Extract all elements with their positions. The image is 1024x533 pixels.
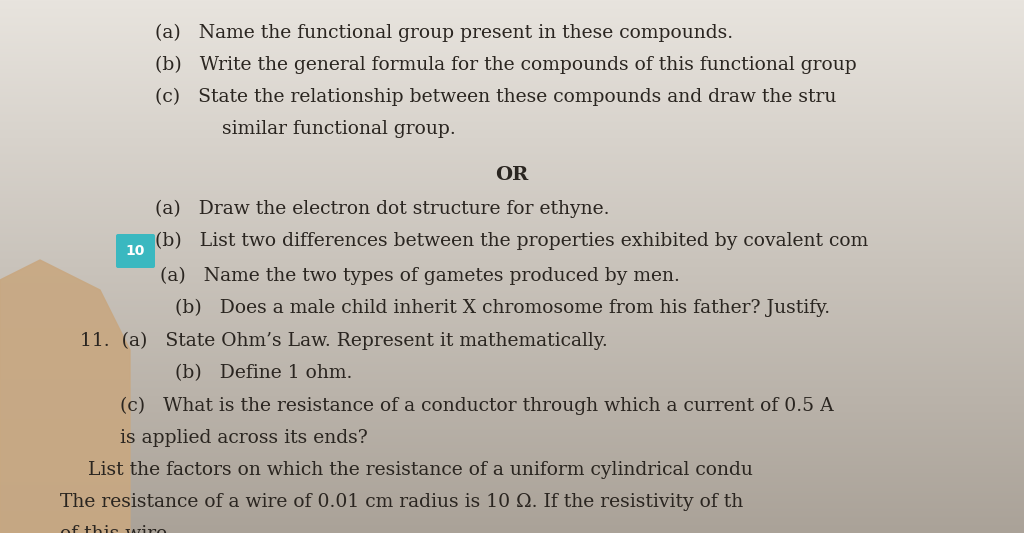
Text: (b)   List two differences between the properties exhibited by covalent com: (b) List two differences between the pro…: [155, 232, 868, 251]
Text: (c)   What is the resistance of a conductor through which a current of 0.5 A: (c) What is the resistance of a conducto…: [120, 397, 834, 415]
Text: (a)   Name the two types of gametes produced by men.: (a) Name the two types of gametes produc…: [160, 267, 680, 285]
Text: 11.  (a)   State Ohm’s Law. Represent it mathematically.: 11. (a) State Ohm’s Law. Represent it ma…: [80, 332, 608, 350]
Text: (b)   Define 1 ohm.: (b) Define 1 ohm.: [175, 364, 352, 382]
Text: The resistance of a wire of 0.01 cm radius is 10 Ω. If the resistivity of th: The resistance of a wire of 0.01 cm radi…: [60, 493, 743, 511]
Text: (a)   Draw the electron dot structure for ethyne.: (a) Draw the electron dot structure for …: [155, 200, 609, 218]
Text: (c)   State the relationship between these compounds and draw the stru: (c) State the relationship between these…: [155, 88, 837, 106]
Text: OR: OR: [496, 166, 528, 184]
Text: 10: 10: [126, 244, 145, 258]
Text: is applied across its ends?: is applied across its ends?: [120, 429, 368, 447]
Text: (b)   Does a male child inherit X chromosome from his father? Justify.: (b) Does a male child inherit X chromoso…: [175, 299, 830, 317]
Text: of this wire.: of this wire.: [60, 525, 173, 533]
FancyBboxPatch shape: [116, 234, 155, 268]
Polygon shape: [0, 260, 130, 533]
Text: (b)   Write the general formula for the compounds of this functional group: (b) Write the general formula for the co…: [155, 56, 857, 74]
Text: (a)   Name the functional group present in these compounds.: (a) Name the functional group present in…: [155, 24, 733, 42]
Text: List the factors on which the resistance of a uniform cylindrical condu: List the factors on which the resistance…: [88, 461, 753, 479]
Text: similar functional group.: similar functional group.: [222, 120, 456, 138]
